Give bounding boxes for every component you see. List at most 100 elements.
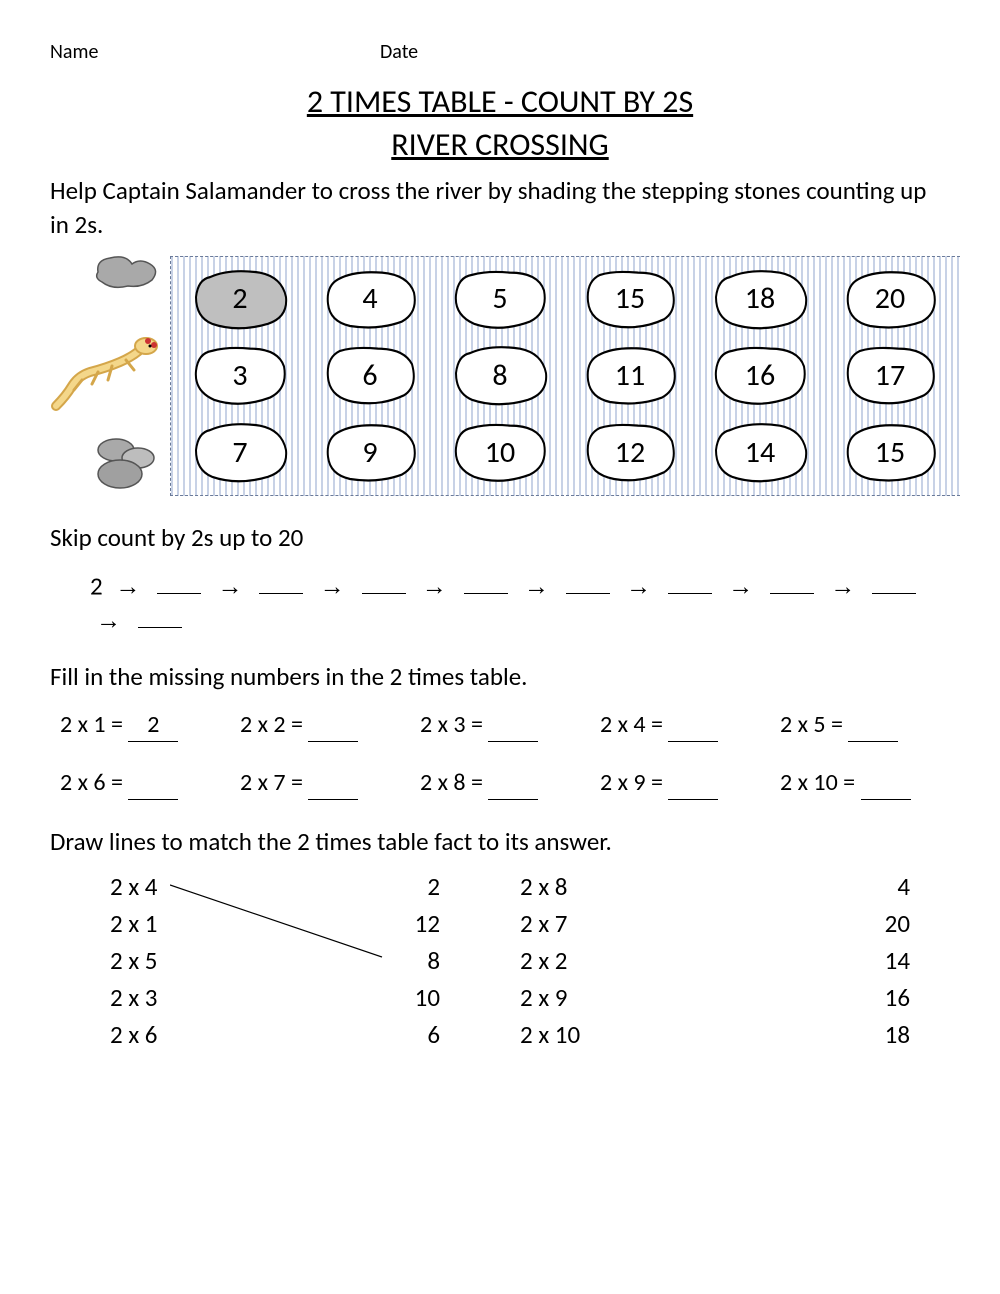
date-label: Date <box>380 40 418 64</box>
skip-blank <box>138 601 182 628</box>
fill-item: 2 x 2 = <box>240 710 410 742</box>
fill-answer <box>848 710 898 742</box>
match-question: 2 x 3 <box>110 982 220 1013</box>
arrow-icon: → <box>728 572 754 600</box>
fill-label: Fill in the missing numbers in the 2 tim… <box>50 661 950 692</box>
fill-answer <box>488 710 538 742</box>
rock-icon <box>94 436 164 492</box>
fill-question: 2 x 3 = <box>420 710 483 739</box>
match-answer: 16 <box>770 982 910 1013</box>
match-question: 2 x 5 <box>110 945 220 976</box>
arrow-icon: → <box>626 572 652 600</box>
fill-answer <box>861 768 911 800</box>
fill-grid: 2 x 1 = 2 2 x 2 = 2 x 3 = 2 x 4 = 2 x 5 =… <box>60 710 950 800</box>
skip-blank <box>668 567 712 594</box>
stone-value: 15 <box>615 280 645 317</box>
stone: 15 <box>580 266 680 333</box>
fill-item: 2 x 8 = <box>420 768 590 800</box>
stone: 11 <box>580 342 680 409</box>
stone-value: 7 <box>232 434 247 471</box>
match-answer: 12 <box>300 908 440 939</box>
skip-count-row: 2 → → → → → → → → → <box>90 567 950 636</box>
skip-blank <box>872 567 916 594</box>
fill-answer <box>308 710 358 742</box>
stone-value: 9 <box>362 434 377 471</box>
match-answer: 6 <box>300 1019 440 1050</box>
skip-count-label: Skip count by 2s up to 20 <box>50 522 950 553</box>
arrow-icon: → <box>96 606 122 634</box>
title-line-2: RIVER CROSSING <box>50 125 950 164</box>
stones-grid: 2 4 5 15 18 20 3 6 8 11 16 17 7 9 10 12 14 15 <box>180 266 950 486</box>
match-question: 2 x 2 <box>520 945 690 976</box>
stone-value: 5 <box>492 280 507 317</box>
stone-value: 18 <box>745 280 775 317</box>
stone-value: 3 <box>232 357 247 394</box>
stone: 2 <box>190 266 290 333</box>
match-answer: 8 <box>300 945 440 976</box>
fill-item: 2 x 6 = <box>60 768 230 800</box>
skip-blank <box>566 567 610 594</box>
arrow-icon: → <box>524 572 550 600</box>
fill-answer <box>488 768 538 800</box>
stone: 20 <box>840 266 940 333</box>
stone: 8 <box>450 342 550 409</box>
stone: 18 <box>710 266 810 333</box>
fill-item: 2 x 7 = <box>240 768 410 800</box>
fill-answer <box>668 768 718 800</box>
match-question: 2 x 9 <box>520 982 690 1013</box>
arrow-icon: → <box>830 572 856 600</box>
fill-question: 2 x 1 = <box>60 710 123 739</box>
skip-blank <box>770 567 814 594</box>
stone-value: 12 <box>615 434 645 471</box>
fill-item: 2 x 5 = <box>780 710 950 742</box>
stone-value: 17 <box>875 357 905 394</box>
fill-question: 2 x 4 = <box>600 710 663 739</box>
stone-value: 14 <box>745 434 775 471</box>
match-question: 2 x 6 <box>110 1019 220 1050</box>
fill-question: 2 x 8 = <box>420 768 483 797</box>
match-answer: 2 <box>300 871 440 902</box>
skip-start: 2 <box>90 570 103 601</box>
match-answer: 10 <box>300 982 440 1013</box>
skip-blank <box>362 567 406 594</box>
arrow-icon: → <box>115 572 141 600</box>
match-section: 2 x 422 x 842 x 1122 x 7202 x 582 x 2142… <box>110 871 950 1050</box>
name-label: Name <box>50 40 380 64</box>
skip-blank <box>464 567 508 594</box>
fill-answer: 2 <box>128 710 178 742</box>
stone-value: 6 <box>362 357 377 394</box>
match-question: 2 x 8 <box>520 871 690 902</box>
match-label: Draw lines to match the 2 times table fa… <box>50 826 950 857</box>
match-answer: 18 <box>770 1019 910 1050</box>
stone-value: 11 <box>615 357 645 394</box>
stone: 9 <box>320 419 420 486</box>
stone: 15 <box>840 419 940 486</box>
stone-value: 4 <box>362 280 377 317</box>
fill-item: 2 x 4 = <box>600 710 770 742</box>
river-crossing: 2 4 5 15 18 20 3 6 8 11 16 17 7 9 10 12 14 15 <box>110 256 950 496</box>
fill-item: 2 x 9 = <box>600 768 770 800</box>
match-answer: 20 <box>770 908 910 939</box>
stone-value: 15 <box>875 434 905 471</box>
arrow-icon: → <box>320 572 346 600</box>
fill-question: 2 x 6 = <box>60 768 123 797</box>
skip-blank <box>259 567 303 594</box>
stone-value: 2 <box>232 280 247 317</box>
fill-answer <box>128 768 178 800</box>
stone-value: 20 <box>875 280 905 317</box>
stone: 16 <box>710 342 810 409</box>
fill-question: 2 x 5 = <box>780 710 843 739</box>
fill-item: 2 x 1 = 2 <box>60 710 230 742</box>
stone: 10 <box>450 419 550 486</box>
fill-question: 2 x 9 = <box>600 768 663 797</box>
match-question: 2 x 10 <box>520 1019 690 1050</box>
stone: 6 <box>320 342 420 409</box>
fill-item: 2 x 10 = <box>780 768 950 800</box>
fill-question: 2 x 2 = <box>240 710 303 739</box>
stone-value: 16 <box>745 357 775 394</box>
fill-question: 2 x 10 = <box>780 768 855 797</box>
fill-answer <box>668 710 718 742</box>
stone: 4 <box>320 266 420 333</box>
match-answer: 14 <box>770 945 910 976</box>
stone: 3 <box>190 342 290 409</box>
